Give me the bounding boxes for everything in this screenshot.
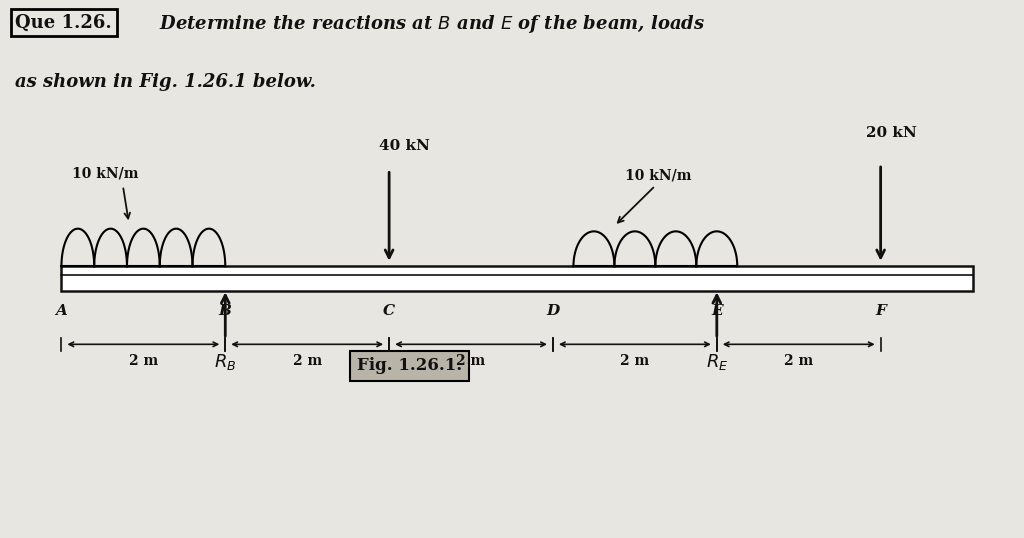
Text: $R_B$: $R_B$	[214, 352, 237, 372]
Text: Determine the reactions at $B$ and $E$ of the beam, loads: Determine the reactions at $B$ and $E$ o…	[159, 13, 705, 36]
Text: E: E	[711, 304, 723, 318]
Text: C: C	[383, 304, 395, 318]
Text: F: F	[876, 304, 886, 318]
Text: 40 kN: 40 kN	[379, 139, 430, 153]
Text: 2 m: 2 m	[621, 354, 649, 368]
Text: 2 m: 2 m	[293, 354, 322, 368]
Text: as shown in Fig. 1.26.1 below.: as shown in Fig. 1.26.1 below.	[15, 73, 316, 90]
Text: 10 kN/m: 10 kN/m	[72, 166, 138, 180]
Text: D: D	[547, 304, 559, 318]
Text: Que 1.26.: Que 1.26.	[15, 13, 112, 31]
Text: 20 kN: 20 kN	[865, 126, 916, 140]
Text: B: B	[219, 304, 231, 318]
Bar	[61, 266, 973, 291]
Text: 2 m: 2 m	[129, 354, 158, 368]
Text: $R_E$: $R_E$	[706, 352, 728, 372]
Text: 2 m: 2 m	[457, 354, 485, 368]
Text: A: A	[55, 304, 68, 318]
Text: Fig. 1.26.1.: Fig. 1.26.1.	[357, 357, 462, 374]
Text: 10 kN/m: 10 kN/m	[625, 169, 691, 183]
Text: 2 m: 2 m	[784, 354, 813, 368]
